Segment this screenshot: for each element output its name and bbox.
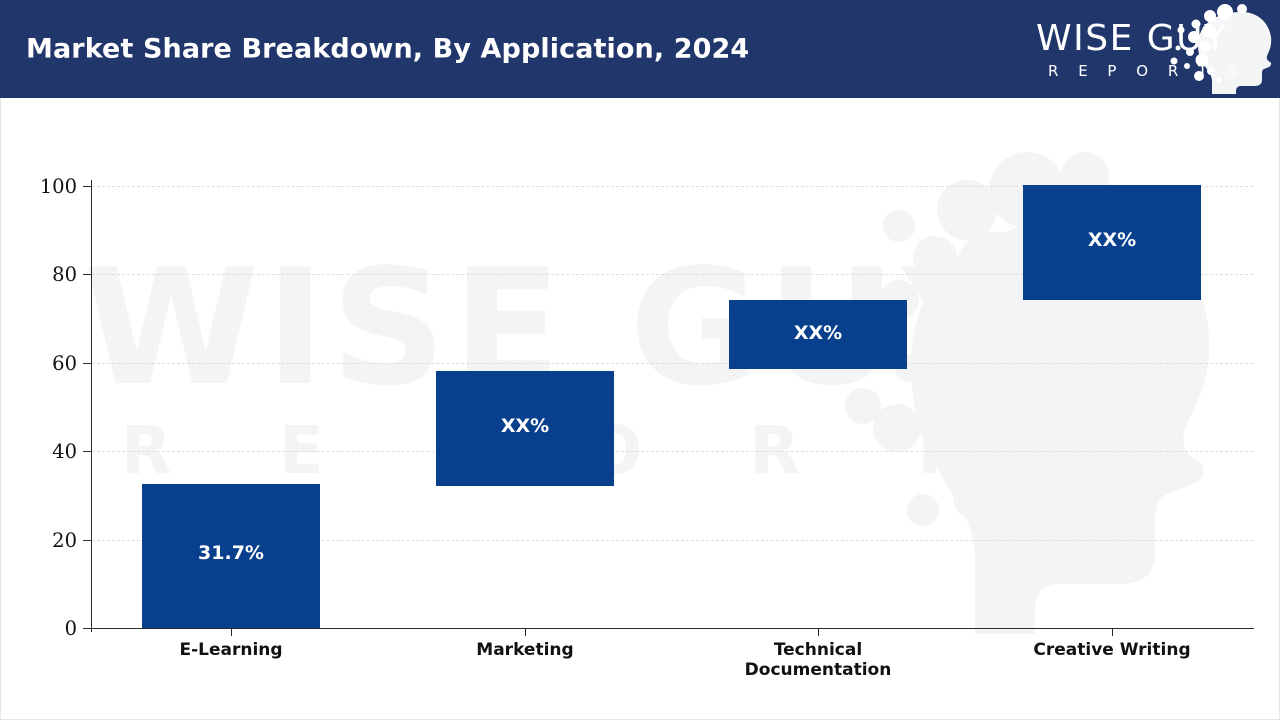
x-tick-mark-1 [525, 628, 526, 636]
x-axis-label-line1: E-Learning [179, 640, 283, 660]
y-tick-label-60: 60 [52, 351, 77, 375]
page-header: Market Share Breakdown, By Application, … [0, 0, 1280, 98]
gridline-40 [92, 451, 1253, 453]
page-title: Market Share Breakdown, By Application, … [26, 33, 750, 65]
x-axis-label-line1: Creative Writing [1033, 640, 1191, 660]
y-tick-label-20: 20 [52, 528, 77, 552]
bar-label-creative-writing: XX% [1087, 229, 1137, 251]
x-axis-label-marketing: Marketing [425, 640, 625, 660]
x-tick-mark-2 [818, 628, 819, 636]
wiseguy-reports-logo: WISE GUY R E P O R T S [1006, 4, 1274, 94]
bar-marketing[interactable]: XX% [436, 371, 614, 486]
x-tick-mark-3 [1112, 628, 1113, 636]
bar-technical-documentation[interactable]: XX% [729, 300, 907, 369]
x-axis-label-technical-documentation: Technical Documentation [718, 640, 918, 680]
y-tick-label-80: 80 [52, 263, 77, 287]
y-tick-label-0: 0 [64, 617, 77, 640]
x-tick-mark-0 [231, 628, 232, 636]
x-axis-label-line1: Marketing [476, 640, 574, 660]
bar-e-learning[interactable]: 31.7% [142, 484, 320, 628]
y-tick-mark-80 [83, 274, 92, 276]
gridline-100 [92, 186, 1253, 187]
y-tick-label-40: 40 [52, 440, 77, 464]
bar-label-e-learning: 31.7% [198, 542, 264, 564]
gridline-60 [92, 362, 1253, 364]
x-axis-spine [91, 628, 1254, 629]
bar-creative-writing[interactable]: XX% [1023, 185, 1201, 300]
y-tick-label-100: 100 [39, 175, 77, 198]
plot-area [92, 186, 1253, 628]
bar-label-technical-documentation: XX% [793, 322, 843, 344]
bar-label-marketing: XX% [500, 415, 550, 437]
y-tick-mark-0 [83, 628, 92, 629]
y-tick-mark-40 [83, 451, 92, 453]
gridline-20 [92, 539, 1253, 541]
y-tick-mark-20 [83, 539, 92, 541]
x-axis-label-e-learning: E-Learning [131, 640, 331, 660]
chart-container: WISE GUY R E P O R T S [0, 98, 1280, 720]
gridline-80 [92, 274, 1253, 276]
x-axis-label-line2: Documentation [744, 660, 892, 680]
y-axis-spine [91, 180, 92, 632]
x-axis-label-line1: Technical [773, 640, 863, 660]
y-tick-mark-100 [83, 186, 92, 187]
x-axis-label-creative-writing: Creative Writing [1012, 640, 1212, 660]
y-tick-mark-60 [83, 362, 92, 364]
